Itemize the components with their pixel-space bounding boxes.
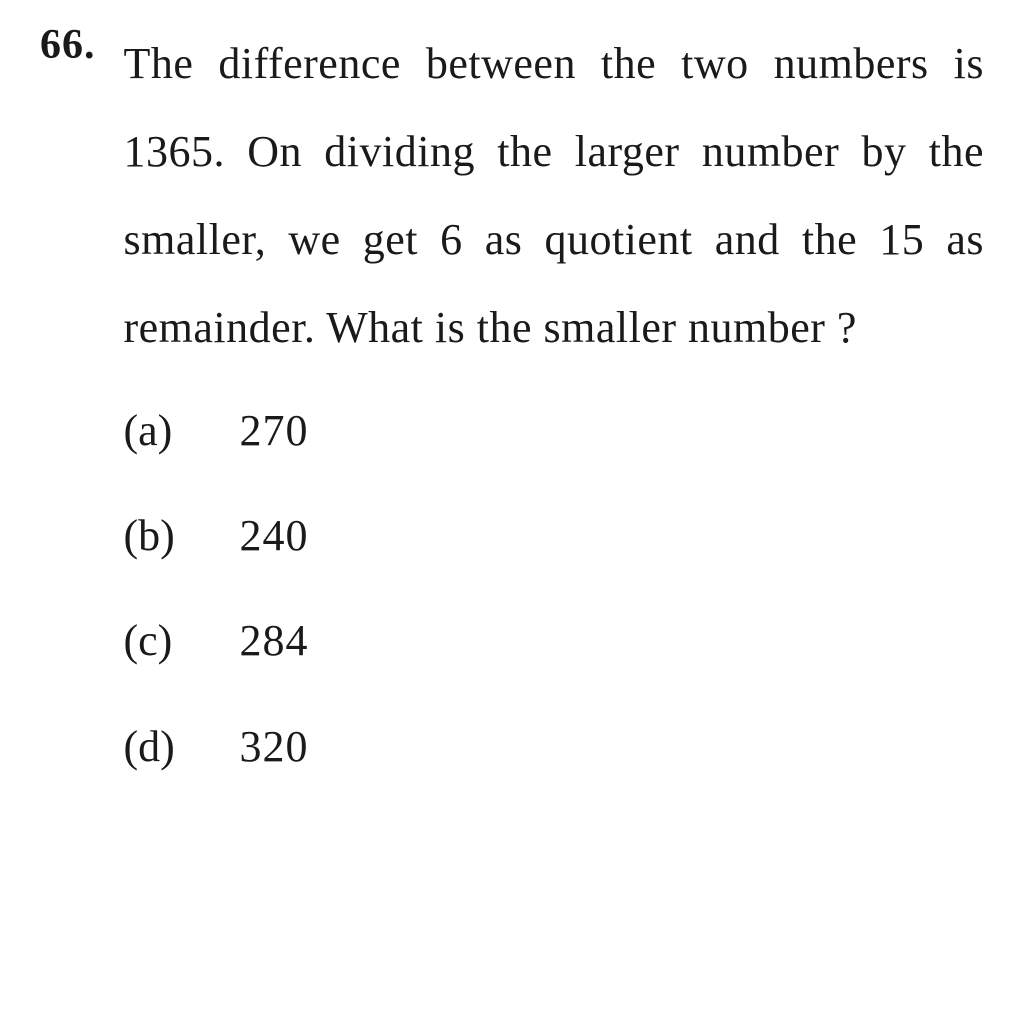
question-container: 66. The difference between the two numbe… xyxy=(40,20,984,823)
option-label-c: (c) xyxy=(124,612,204,669)
options-list: (a) 270 (b) 240 (c) 284 (d) 320 xyxy=(124,402,985,775)
option-label-b: (b) xyxy=(124,507,204,564)
question-number: 66. xyxy=(40,20,96,70)
option-label-d: (d) xyxy=(124,718,204,775)
option-item: (b) 240 xyxy=(124,507,985,564)
option-item: (c) 284 xyxy=(124,612,985,669)
question-text: The difference between the two numbers i… xyxy=(124,20,985,372)
option-item: (d) 320 xyxy=(124,718,985,775)
option-item: (a) 270 xyxy=(124,402,985,459)
option-value-d: 320 xyxy=(240,718,309,775)
question-content: The difference between the two numbers i… xyxy=(124,20,985,823)
option-label-a: (a) xyxy=(124,402,204,459)
option-value-a: 270 xyxy=(240,402,309,459)
option-value-b: 240 xyxy=(240,507,309,564)
option-value-c: 284 xyxy=(240,612,309,669)
